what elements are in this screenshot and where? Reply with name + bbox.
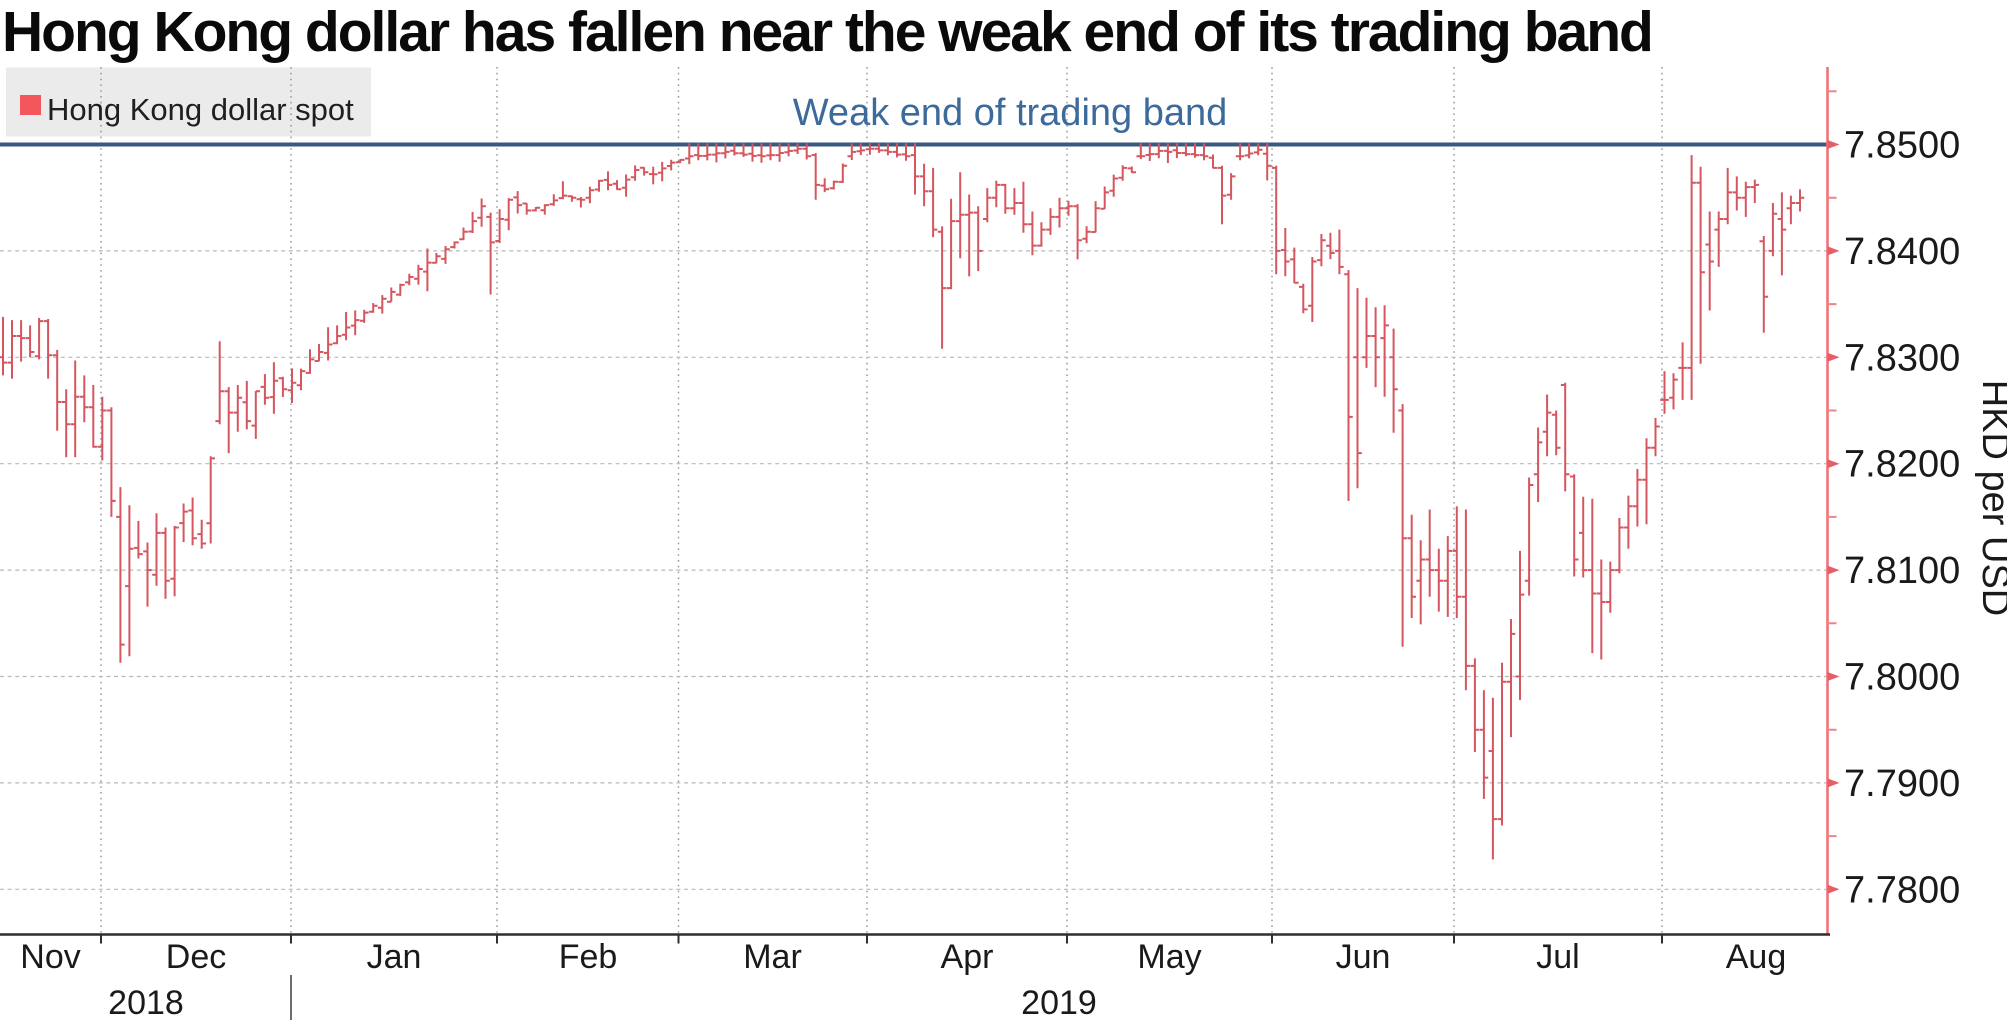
svg-text:7.8500: 7.8500 — [1844, 125, 1960, 167]
svg-text:HKD per USD: HKD per USD — [1974, 380, 2007, 617]
svg-text:Nov: Nov — [20, 938, 80, 976]
svg-text:Dec: Dec — [166, 938, 226, 976]
svg-text:Apr: Apr — [941, 938, 994, 976]
svg-text:Aug: Aug — [1726, 938, 1787, 976]
svg-text:Jul: Jul — [1536, 938, 1579, 976]
svg-text:May: May — [1137, 938, 1201, 976]
svg-text:2018: 2018 — [108, 984, 184, 1021]
svg-text:Hong Kong dollar spot: Hong Kong dollar spot — [47, 92, 354, 127]
svg-text:Jan: Jan — [367, 938, 422, 976]
svg-text:Weak end of trading band: Weak end of trading band — [793, 92, 1228, 134]
svg-text:7.7900: 7.7900 — [1844, 763, 1960, 805]
svg-text:7.8200: 7.8200 — [1844, 444, 1960, 486]
svg-text:Jun: Jun — [1336, 938, 1391, 976]
svg-text:7.8000: 7.8000 — [1844, 657, 1960, 699]
svg-text:Mar: Mar — [743, 938, 802, 976]
svg-text:Feb: Feb — [559, 938, 618, 976]
svg-text:2019: 2019 — [1021, 984, 1097, 1021]
svg-text:7.8300: 7.8300 — [1844, 337, 1960, 379]
svg-text:7.8400: 7.8400 — [1844, 231, 1960, 273]
svg-text:7.7800: 7.7800 — [1844, 869, 1960, 911]
svg-text:7.8100: 7.8100 — [1844, 550, 1960, 592]
svg-text:Hong Kong dollar has fallen ne: Hong Kong dollar has fallen near the wea… — [2, 0, 1652, 64]
